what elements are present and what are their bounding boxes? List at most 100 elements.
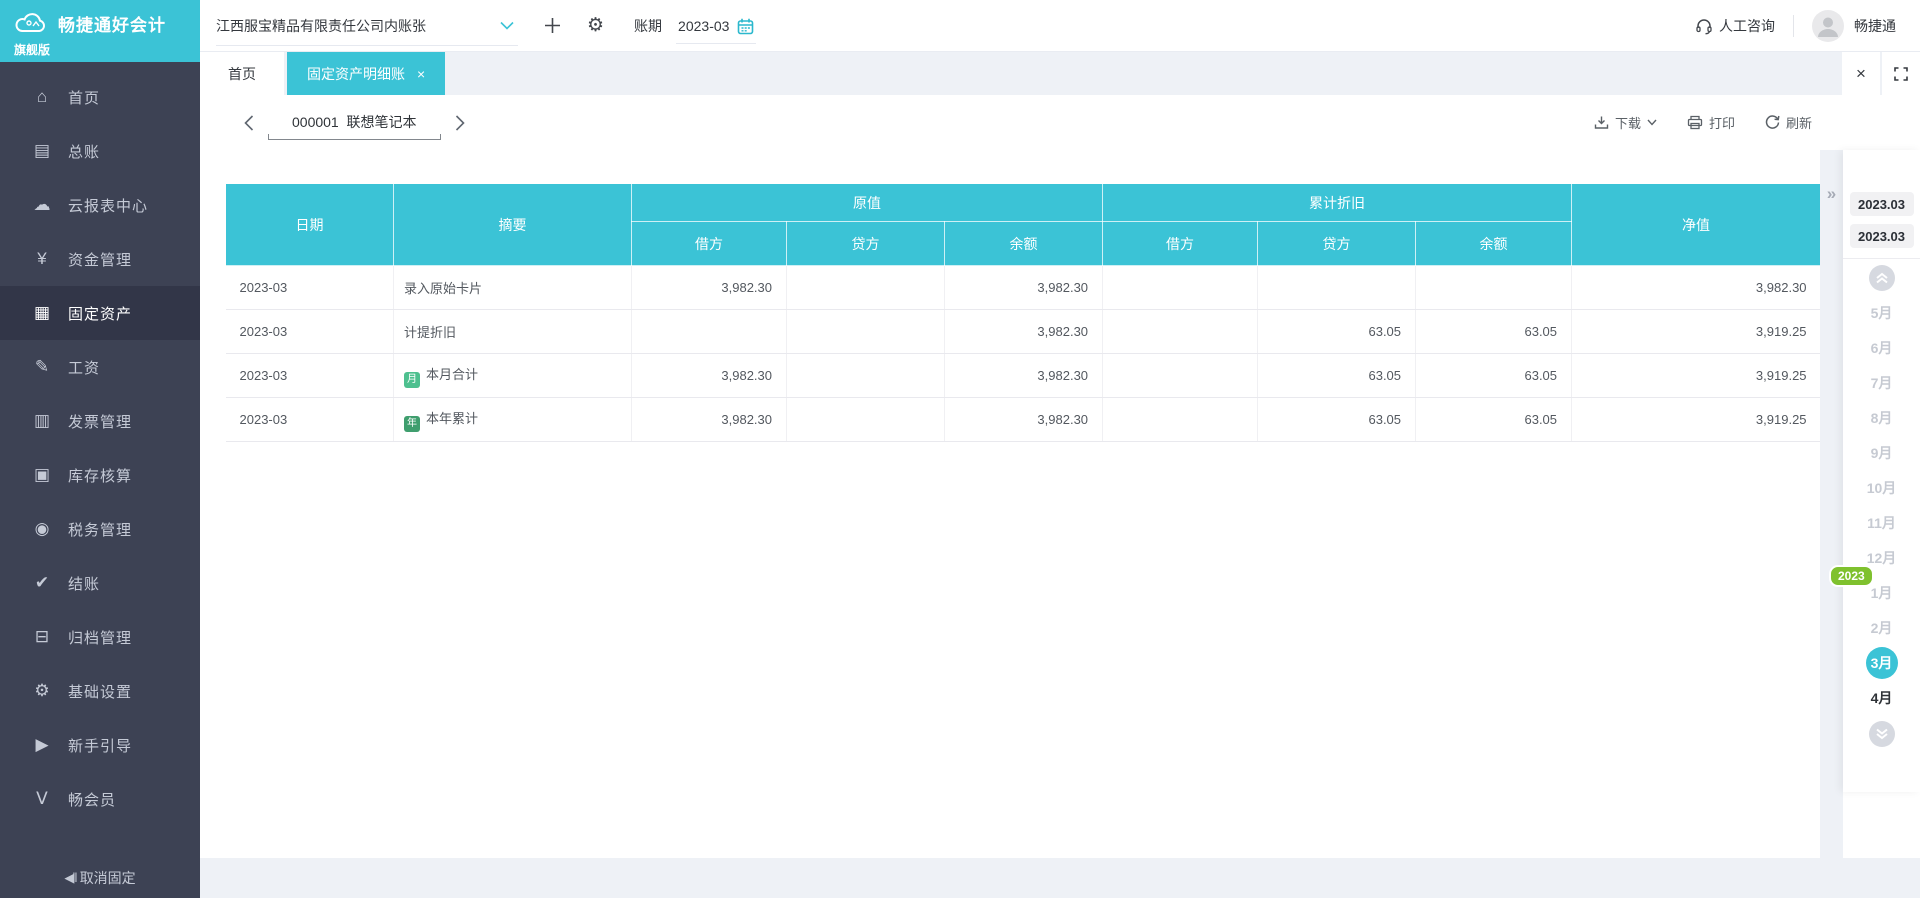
divider [1843,258,1920,259]
chevron-down-icon [1647,119,1657,126]
cell-date: 2023-03 [225,353,394,398]
sidebar-item-closing[interactable]: ✔ 结账 [0,556,200,610]
company-select[interactable]: 江西服宝精品有限责任公司内账张 [216,16,518,46]
col-header-net-value[interactable]: 净值 [1571,183,1822,266]
sidebar-item-cloud-reports[interactable]: ☁ 云报表中心 [0,178,200,232]
col-header-orig-debit[interactable]: 借方 [631,221,787,266]
app-edition: 旗舰版 [14,43,51,57]
prev-asset-button[interactable] [240,111,258,135]
sidebar-item-label: 总账 [68,143,101,161]
cell-net: 3,919.25 [1571,353,1821,398]
month-item[interactable]: 3月 [1843,645,1920,680]
month-item[interactable]: 10月 [1843,470,1920,505]
period-chip[interactable]: 2023.03 [1849,192,1914,216]
refresh-button[interactable]: 刷新 [1765,113,1812,132]
cell-dep-credit: 63.05 [1257,353,1417,398]
month-item[interactable]: 5月 [1843,295,1920,330]
tab-home[interactable]: 首页 [200,52,284,95]
sidebar-item-invoices[interactable]: ▥ 发票管理 [0,394,200,448]
next-asset-button[interactable] [451,111,469,135]
sidebar-nav: ⌂ 首页 ▤ 总账 ☁ 云报表中心 ¥ 资金管理 ▦ 固定资产 ✎ 工资 ▥ 发票管理 ▣ 库存核算 ◉ 税务管理… [0,62,200,826]
table-row[interactable]: 2023-03 计提折旧 3,982.30 63.05 63.05 3,919.25 [225,309,1821,354]
fullscreen-icon [1894,66,1908,81]
table-row[interactable]: 2023-03 录入原始卡片 3,982.30 3,982.30 3,982.30 [225,265,1821,310]
toolbar: 000001 联想笔记本 下载 [200,95,1920,150]
col-header-dep-credit[interactable]: 贷方 [1257,221,1417,266]
support-label: 人工咨询 [1719,17,1775,34]
sidebar-item-tax[interactable]: ◉ 税务管理 [0,502,200,556]
month-panel: 2023.03 2023.03 5月 6月 7月 8月 9月 10月 11月 12月 2023 1… [1829,150,1920,792]
sidebar-item-inventory[interactable]: ▣ 库存核算 [0,448,200,502]
month-item[interactable]: 2月 [1843,610,1920,645]
scroll-down-button[interactable] [1868,721,1895,747]
sidebar-item-guide[interactable]: ▶ 新手引导 [0,718,200,772]
period-select[interactable]: 2023-03 [676,18,757,44]
summary-text: 本年累计 [426,410,479,426]
col-header-orig-credit[interactable]: 贷方 [786,221,945,266]
sidebar-item-home[interactable]: ⌂ 首页 [0,70,200,124]
table-row[interactable]: 2023-03 年本年累计 3,982.30 3,982.30 63.05 63.05 3,… [225,397,1821,442]
month-item[interactable]: 7月 [1843,365,1920,400]
tax-icon: ◉ [34,519,50,538]
col-header-date[interactable]: 日期 [225,183,394,266]
sidebar-item-fixed-assets[interactable]: ▦ 固定资产 [0,286,200,340]
table-row[interactable]: 2023-03 月本月合计 3,982.30 3,982.30 63.05 63.05 3,… [225,353,1821,398]
col-header-dep-balance[interactable]: 余额 [1415,221,1573,266]
month-item-label: 5月 [1870,304,1893,321]
cell-orig-debit [631,309,787,354]
tab-fixed-asset-ledger[interactable]: 固定资产明细账 × [287,52,446,95]
sidebar-item-general-ledger[interactable]: ▤ 总账 [0,124,200,178]
home-icon: ⌂ [36,87,48,106]
sidebar-item-settings[interactable]: ⚙ 基础设置 [0,664,200,718]
month-item[interactable]: 12月 [1843,540,1920,575]
cell-dep-credit: 63.05 [1257,397,1417,442]
month-item[interactable]: 1月 [1843,575,1920,610]
month-item-label: 11月 [1867,514,1896,531]
sidebar-item-membership[interactable]: Ⅴ 畅会员 [0,772,200,826]
close-all-tabs-button[interactable]: × [1842,52,1880,95]
inventory-icon: ▣ [33,465,51,484]
cell-dep-debit [1102,265,1259,310]
month-item-label: 12月 [1866,549,1897,566]
col-header-orig-balance[interactable]: 余额 [943,221,1104,266]
tab-label: 固定资产明细账 [307,65,405,82]
app-logo[interactable]: 畅捷通好会计 旗舰版 [0,0,200,62]
support-button[interactable]: 人工咨询 [1695,16,1775,36]
month-item[interactable]: 11月 [1843,505,1920,540]
sidebar-item-label: 发票管理 [68,413,133,431]
cell-summary: 年本年累计 [393,397,632,442]
summary-text: 计提折旧 [404,325,457,340]
sidebar-item-funds[interactable]: ¥ 资金管理 [0,232,200,286]
print-button[interactable]: 打印 [1687,113,1735,132]
add-account-button[interactable] [544,17,561,34]
cell-dep-balance [1415,265,1573,310]
download-button[interactable]: 下载 [1594,113,1657,132]
cell-dep-balance: 63.05 [1415,309,1573,354]
sidebar-item-payroll[interactable]: ✎ 工资 [0,340,200,394]
gear-icon: ⚙ [587,15,605,36]
year-total-icon: 年 [404,415,420,432]
col-header-dep-debit[interactable]: 借方 [1102,221,1259,266]
sidebar-item-label: 资金管理 [68,251,133,269]
cell-net: 3,919.25 [1571,309,1821,354]
cell-date: 2023-03 [225,397,394,442]
tab-close-icon[interactable]: × [417,65,426,82]
collapse-panel-icon[interactable]: » [1826,184,1837,203]
fullscreen-button[interactable] [1882,52,1920,95]
month-item[interactable]: 9月 [1843,435,1920,470]
closing-icon: ✔ [34,573,50,592]
account-settings-button[interactable]: ⚙ [587,14,604,37]
tab-strip: 首页 固定资产明细账 × × [200,52,1920,95]
cell-date: 2023-03 [225,265,394,310]
summary-text: 本月合计 [426,366,479,382]
asset-selector[interactable]: 000001 联想笔记本 [268,112,441,140]
month-item[interactable]: 4月 [1843,680,1920,715]
user-menu[interactable]: 畅捷通 [1812,9,1896,42]
month-item[interactable]: 8月 [1843,400,1920,435]
unpin-sidebar-button[interactable]: ◀‖ 取消固定 [0,858,200,898]
sidebar-item-archive[interactable]: ⊟ 归档管理 [0,610,200,664]
month-item[interactable]: 6月 [1843,330,1920,365]
period-chip[interactable]: 2023.03 [1849,224,1914,248]
scroll-up-button[interactable] [1868,265,1895,291]
col-header-summary[interactable]: 摘要 [393,183,632,266]
